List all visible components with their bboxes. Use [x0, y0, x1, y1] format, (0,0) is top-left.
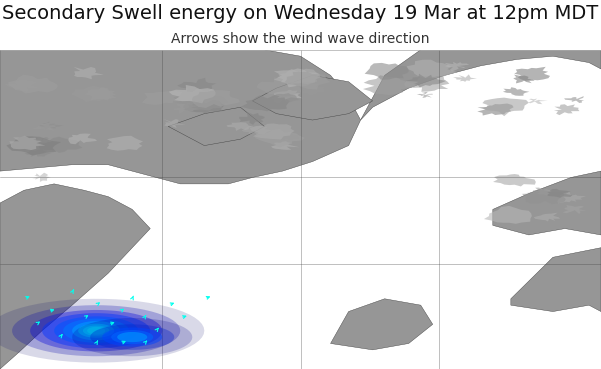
Polygon shape	[274, 68, 320, 87]
Polygon shape	[493, 171, 601, 235]
Polygon shape	[271, 141, 300, 150]
Polygon shape	[417, 92, 433, 98]
Text: Arrows show the wind wave direction: Arrows show the wind wave direction	[171, 32, 430, 46]
Polygon shape	[252, 75, 373, 120]
Polygon shape	[72, 321, 120, 340]
Polygon shape	[42, 313, 150, 348]
Polygon shape	[83, 325, 109, 336]
Polygon shape	[39, 137, 82, 153]
Polygon shape	[175, 93, 227, 110]
Polygon shape	[0, 184, 150, 369]
Polygon shape	[8, 75, 58, 93]
Polygon shape	[522, 190, 566, 204]
Polygon shape	[72, 318, 192, 356]
Polygon shape	[365, 63, 409, 80]
Polygon shape	[71, 86, 112, 102]
Polygon shape	[106, 136, 143, 151]
Polygon shape	[511, 248, 601, 311]
Polygon shape	[484, 206, 532, 224]
Polygon shape	[250, 124, 294, 139]
Polygon shape	[78, 324, 114, 338]
Polygon shape	[534, 213, 560, 221]
Text: Secondary Swell energy on Wednesday 19 Mar at 12pm MDT: Secondary Swell energy on Wednesday 19 M…	[2, 4, 599, 24]
Polygon shape	[73, 67, 104, 79]
Polygon shape	[241, 95, 290, 111]
Polygon shape	[239, 112, 265, 125]
Polygon shape	[275, 133, 300, 140]
Polygon shape	[4, 80, 38, 92]
Polygon shape	[554, 104, 579, 115]
Polygon shape	[270, 93, 299, 103]
Polygon shape	[514, 67, 550, 81]
Polygon shape	[117, 332, 147, 342]
Polygon shape	[87, 327, 105, 335]
Polygon shape	[285, 72, 330, 90]
Polygon shape	[548, 189, 572, 198]
Polygon shape	[32, 173, 50, 182]
Polygon shape	[273, 69, 320, 84]
Polygon shape	[528, 99, 548, 104]
Polygon shape	[406, 74, 446, 87]
Polygon shape	[102, 328, 162, 346]
Polygon shape	[168, 107, 264, 146]
Polygon shape	[90, 324, 174, 350]
Polygon shape	[33, 137, 52, 144]
Polygon shape	[557, 192, 586, 203]
Polygon shape	[227, 122, 254, 131]
Polygon shape	[63, 318, 129, 343]
Polygon shape	[54, 316, 138, 345]
Polygon shape	[293, 83, 325, 96]
Polygon shape	[183, 100, 225, 113]
Polygon shape	[169, 85, 216, 103]
Polygon shape	[111, 330, 153, 344]
Polygon shape	[177, 78, 216, 92]
Polygon shape	[9, 136, 46, 150]
Polygon shape	[55, 85, 93, 103]
Polygon shape	[69, 134, 97, 144]
Polygon shape	[142, 91, 182, 105]
Polygon shape	[0, 50, 361, 184]
Polygon shape	[444, 62, 469, 72]
Polygon shape	[40, 122, 63, 130]
Polygon shape	[12, 305, 180, 356]
Polygon shape	[257, 77, 301, 97]
Polygon shape	[503, 87, 529, 96]
Polygon shape	[30, 310, 162, 351]
Polygon shape	[513, 75, 535, 83]
Polygon shape	[32, 123, 56, 131]
Polygon shape	[361, 50, 601, 120]
Polygon shape	[493, 174, 536, 186]
Polygon shape	[526, 187, 554, 195]
Polygon shape	[563, 205, 587, 214]
Polygon shape	[242, 125, 272, 134]
Polygon shape	[453, 75, 477, 82]
Polygon shape	[25, 149, 52, 157]
Polygon shape	[0, 299, 204, 363]
Polygon shape	[331, 299, 433, 350]
Polygon shape	[363, 75, 416, 95]
Polygon shape	[274, 90, 302, 100]
Polygon shape	[85, 87, 117, 100]
Polygon shape	[235, 123, 263, 131]
Polygon shape	[564, 96, 584, 103]
Polygon shape	[174, 103, 200, 114]
Polygon shape	[407, 60, 457, 78]
Polygon shape	[192, 90, 240, 108]
Polygon shape	[163, 119, 186, 128]
Polygon shape	[7, 136, 61, 155]
Polygon shape	[477, 103, 514, 115]
Polygon shape	[255, 129, 305, 147]
Polygon shape	[404, 76, 450, 92]
Polygon shape	[483, 98, 529, 116]
